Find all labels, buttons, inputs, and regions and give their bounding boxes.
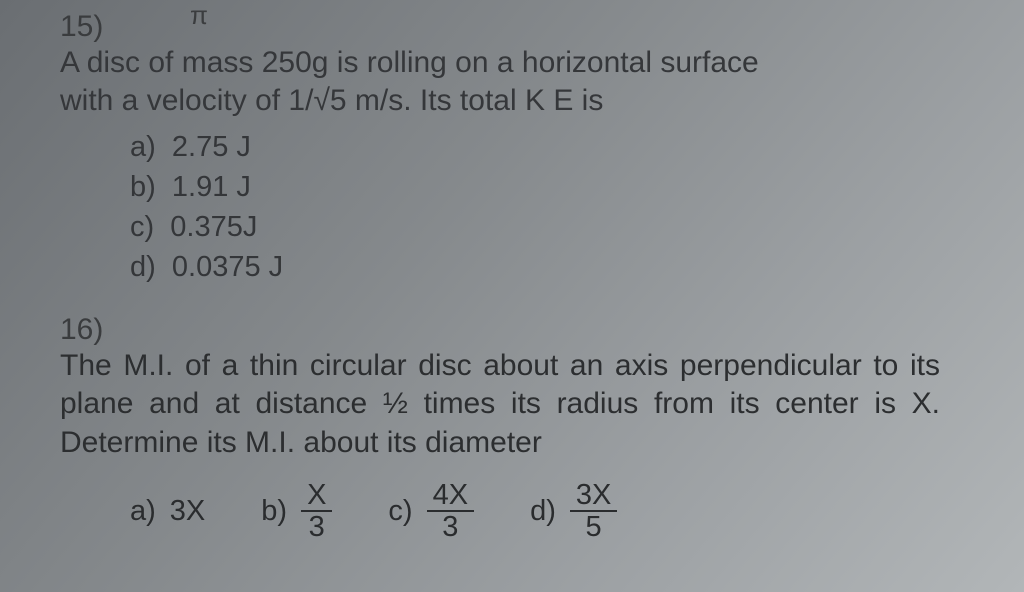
q16-b-label: b) — [261, 495, 287, 528]
q15-option-b: b) 1.91 J — [130, 167, 984, 207]
q16-d-numerator: 3X — [570, 480, 617, 512]
q16-d-denominator: 5 — [580, 512, 608, 542]
q15-option-d: d) 0.0375 J — [130, 247, 984, 287]
q16-a-label: a) — [130, 495, 156, 528]
question-15: 15) A disc of mass 250g is rolling on a … — [60, 10, 984, 287]
pi-symbol: π — [190, 0, 208, 31]
q15-line1: A disc of mass 250g is rolling on a hori… — [60, 46, 759, 79]
q16-c-denominator: 3 — [436, 512, 464, 542]
q16-a-value: 3X — [170, 495, 205, 528]
q16-b-numerator: X — [301, 480, 332, 512]
q16-option-c: c) 4X 3 — [388, 480, 474, 543]
q16-b-denominator: 3 — [303, 512, 331, 542]
q16-d-label: d) — [530, 495, 556, 528]
q16-option-b: b) X 3 — [261, 480, 332, 543]
q16-d-fraction: 3X 5 — [570, 480, 617, 543]
q16-option-d: d) 3X 5 — [530, 480, 617, 543]
q15-line2: with a velocity of 1/√5 m/s. Its total K… — [60, 84, 603, 117]
q16-c-numerator: 4X — [427, 480, 474, 512]
q15-options: a) 2.75 J b) 1.91 J c) 0.375J d) 0.0375 … — [130, 127, 984, 287]
q16-option-a: a) 3X — [130, 495, 205, 528]
question-16: 16) The M.I. of a thin circular disc abo… — [60, 313, 984, 543]
page: π 15) A disc of mass 250g is rolling on … — [0, 0, 1024, 543]
q16-number: 16) — [60, 313, 120, 347]
q16-c-label: c) — [388, 495, 412, 528]
q15-text: A disc of mass 250g is rolling on a hori… — [60, 44, 940, 121]
q16-b-fraction: X 3 — [301, 480, 332, 543]
q15-number: 15) — [60, 10, 120, 44]
q16-c-fraction: 4X 3 — [427, 480, 474, 543]
q15-option-a: a) 2.75 J — [130, 127, 984, 167]
q15-option-c: c) 0.375J — [130, 207, 984, 247]
q16-text: The M.I. of a thin circular disc about a… — [60, 347, 940, 462]
q16-options: a) 3X b) X 3 c) 4X 3 d) 3X — [130, 480, 984, 543]
